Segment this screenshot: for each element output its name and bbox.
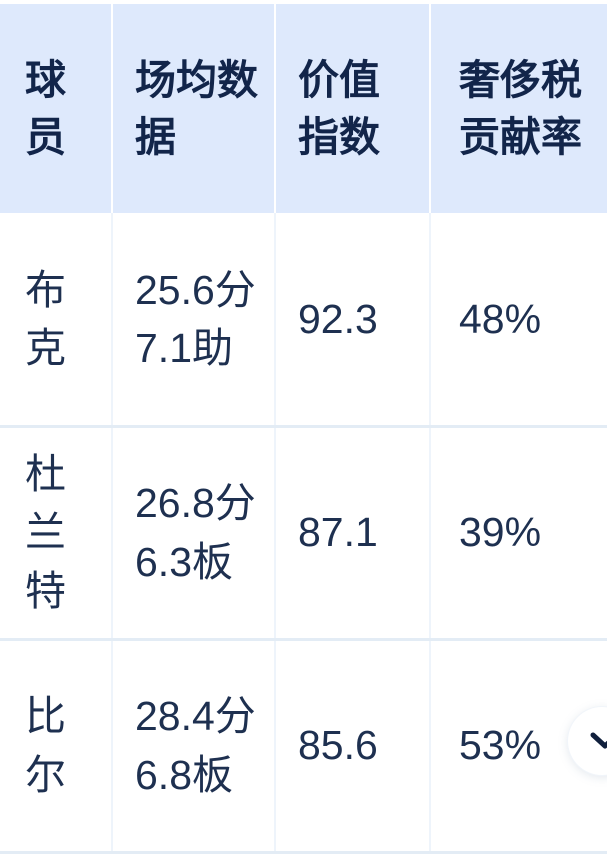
table-header: 球员 场均数据 价值指数 奢侈税贡献率 (0, 4, 607, 213)
player-stats-table: 球员 场均数据 价值指数 奢侈税贡献率 布克 25.6分7.1助 92.3 48… (0, 4, 607, 854)
column-header-player[interactable]: 球员 (0, 4, 113, 213)
cell-value-index: 87.1 (275, 426, 431, 641)
chevron-down-icon (585, 731, 607, 751)
column-header-luxury-tax-contribution[interactable]: 奢侈税贡献率 (430, 4, 607, 213)
cell-value-index: 85.6 (275, 639, 431, 854)
cell-player: 布克 (0, 213, 113, 428)
cell-value-index: 92.3 (275, 213, 431, 428)
table-row[interactable]: 杜兰特 26.8分6.3板 87.1 39% (0, 426, 607, 641)
table-header-row: 球员 场均数据 价值指数 奢侈税贡献率 (0, 4, 607, 213)
table-row[interactable]: 布克 25.6分7.1助 92.3 48% (0, 213, 607, 428)
table-body: 布克 25.6分7.1助 92.3 48% 杜兰特 26.8分6.3板 87.1… (0, 213, 607, 854)
cell-player: 比尔 (0, 639, 113, 854)
column-header-value-index[interactable]: 价值指数 (275, 4, 431, 213)
cell-luxury-tax-contribution: 39% (430, 426, 607, 641)
top-gutter (0, 0, 607, 4)
cell-stats: 26.8分6.3板 (112, 426, 276, 641)
table-row[interactable]: 比尔 28.4分6.8板 85.6 53% (0, 639, 607, 854)
cell-stats: 28.4分6.8板 (112, 639, 276, 854)
cell-player: 杜兰特 (0, 426, 113, 641)
cell-stats: 25.6分7.1助 (112, 213, 276, 428)
column-header-stats[interactable]: 场均数据 (112, 4, 276, 213)
cell-luxury-tax-contribution: 48% (430, 213, 607, 428)
